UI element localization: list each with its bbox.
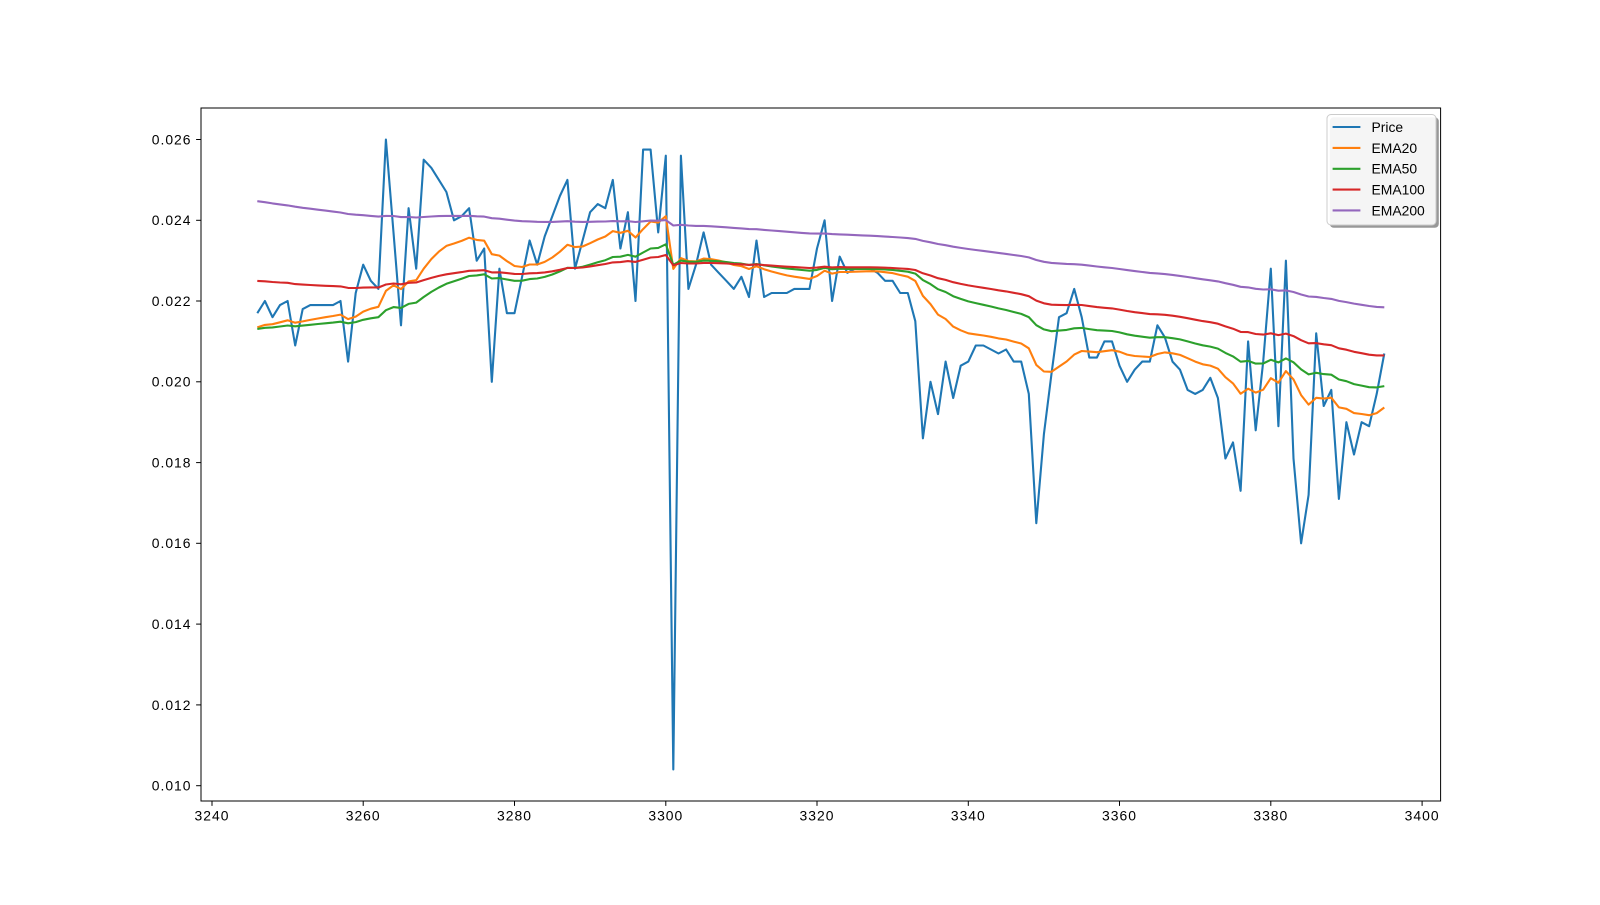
svg-text:EMA200: EMA200 [1372,202,1426,218]
svg-text:EMA100: EMA100 [1372,182,1426,198]
svg-text:0.020: 0.020 [152,374,192,390]
svg-text:0.018: 0.018 [152,455,192,471]
svg-text:0.024: 0.024 [152,212,192,228]
svg-text:Price: Price [1372,119,1404,135]
svg-text:3300: 3300 [648,808,683,824]
svg-text:0.016: 0.016 [152,535,192,551]
svg-text:3340: 3340 [951,808,986,824]
svg-text:0.022: 0.022 [152,293,192,309]
svg-text:0.014: 0.014 [152,616,192,632]
svg-text:3240: 3240 [195,808,230,824]
svg-text:0.012: 0.012 [152,697,192,713]
svg-text:0.010: 0.010 [152,778,192,794]
svg-text:EMA20: EMA20 [1372,140,1418,156]
svg-text:0.026: 0.026 [152,131,192,147]
svg-text:3260: 3260 [346,808,381,824]
svg-text:EMA50: EMA50 [1372,161,1418,177]
svg-text:3280: 3280 [497,808,532,824]
svg-text:3400: 3400 [1405,808,1440,824]
svg-text:3380: 3380 [1253,808,1288,824]
svg-text:3360: 3360 [1102,808,1137,824]
svg-text:3320: 3320 [800,808,835,824]
